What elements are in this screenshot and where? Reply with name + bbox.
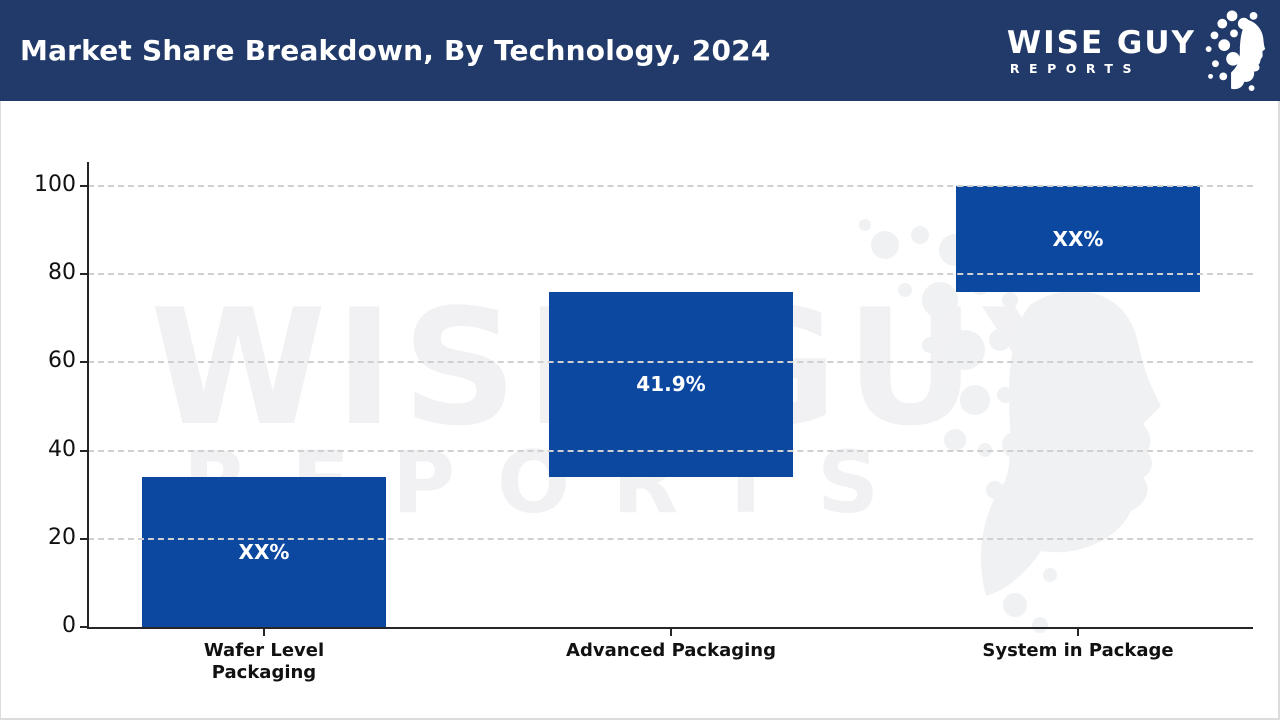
bar-value-label-box: XX%	[142, 477, 386, 627]
brand-logo-text: WISE GUY REPORTS	[1007, 26, 1196, 76]
y-gridline	[88, 537, 1253, 540]
brand-logo: WISE GUY REPORTS	[1007, 9, 1266, 92]
x-axis-tick	[1077, 629, 1079, 636]
page-edge-left	[0, 101, 1, 720]
x-axis-tick	[263, 629, 265, 636]
page-edge-bottom	[0, 718, 1280, 720]
y-axis-tick	[80, 449, 87, 452]
y-gridline	[88, 449, 1253, 452]
y-axis-tick-label: 60	[48, 348, 76, 374]
y-axis-tick	[80, 185, 87, 187]
bar-value-label: 41.9%	[636, 372, 706, 397]
bar-value-label: XX%	[238, 539, 290, 564]
bar-value-label-box: 41.9%	[549, 292, 793, 477]
logo-wordmark: WISE GUY	[1006, 24, 1196, 61]
logo-subtext: REPORTS	[1009, 60, 1141, 76]
y-axis-tick	[80, 361, 87, 364]
y-axis-tick	[80, 537, 87, 540]
bar-segment	[142, 476, 386, 627]
y-axis-line	[87, 162, 89, 629]
x-axis-category-label: Advanced Packaging	[566, 640, 776, 661]
logo-face-icon	[1205, 9, 1266, 91]
y-axis-tick-label: 0	[62, 613, 76, 638]
x-axis-line	[87, 627, 1253, 629]
y-gridline	[88, 185, 1253, 187]
y-axis-tick	[80, 273, 87, 276]
page-edge-right	[1278, 101, 1280, 720]
bar-value-label: XX%	[1052, 226, 1104, 251]
y-axis-tick	[80, 626, 87, 628]
x-axis-tick	[670, 629, 672, 636]
bar-value-label-box: XX%	[956, 186, 1200, 292]
y-gridline	[88, 273, 1253, 276]
x-axis-category-label: Wafer Level Packaging	[203, 640, 325, 683]
y-axis-tick-label: 80	[48, 260, 76, 286]
bar-segment	[549, 291, 793, 477]
y-axis-tick-label: 20	[48, 524, 76, 550]
y-gridline	[88, 361, 1253, 364]
x-axis-category-label: System in Package	[982, 640, 1174, 661]
y-axis-tick-label: 40	[48, 436, 76, 462]
header-bar: Market Share Breakdown, By Technology, 2…	[0, 0, 1280, 101]
y-axis-tick-label: 100	[34, 172, 76, 197]
page-title: Market Share Breakdown, By Technology, 2…	[20, 34, 771, 67]
